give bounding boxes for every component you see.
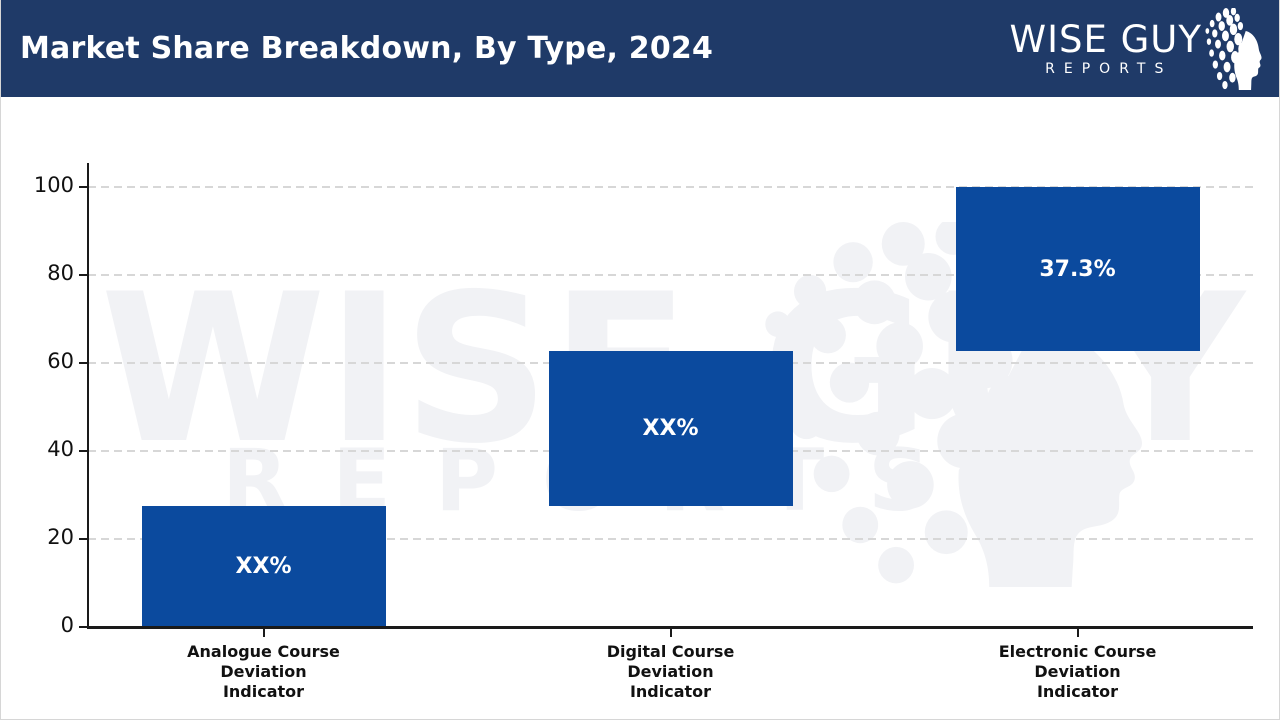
- brand-head-icon: [1205, 7, 1262, 90]
- x-category-label: Analogue Course Deviation Indicator: [187, 642, 340, 701]
- y-tick-mark: [79, 362, 88, 364]
- brand-name: WISE GUY: [1009, 18, 1202, 61]
- x-category-label: Digital Course Deviation Indicator: [606, 642, 735, 701]
- brand-logo-text: WISE GUY REPORTS: [1010, 21, 1202, 76]
- bar-value-label: XX%: [642, 416, 699, 442]
- brand-logo: WISE GUY REPORTS: [1010, 7, 1266, 90]
- y-tick-label: 100: [33, 173, 74, 197]
- y-tick-mark: [79, 274, 88, 276]
- header-bar: Market Share Breakdown, By Type, 2024 WI…: [0, 0, 1280, 97]
- x-tick-mark: [1076, 629, 1079, 637]
- y-tick-label: 80: [47, 261, 74, 285]
- y-tick-label: 0: [60, 613, 74, 637]
- page-title: Market Share Breakdown, By Type, 2024: [20, 31, 714, 66]
- gridline-y-20: [88, 538, 1253, 540]
- y-tick-mark: [79, 450, 88, 452]
- bar-segment[interactable]: XX%: [141, 506, 386, 627]
- bar-value-label: 37.3%: [1039, 256, 1116, 282]
- x-tick-mark: [669, 629, 672, 637]
- y-tick-mark: [79, 186, 88, 188]
- bar-value-label: XX%: [235, 554, 292, 579]
- gridline-y-100: [88, 186, 1253, 188]
- y-tick-mark: [79, 538, 88, 540]
- x-category-label: Electronic Course Deviation Indicator: [998, 642, 1157, 701]
- x-axis: [88, 626, 1253, 629]
- y-tick-label: 20: [47, 525, 74, 549]
- x-tick-mark: [262, 629, 265, 637]
- y-tick-mark: [79, 626, 88, 628]
- y-tick-label: 40: [47, 437, 74, 461]
- y-axis: [87, 163, 89, 629]
- gridline-y-80: [88, 274, 1253, 276]
- y-tick-label: 60: [47, 349, 74, 373]
- bar-segment[interactable]: 37.3%: [955, 187, 1200, 352]
- brand-subtitle: REPORTS: [1045, 61, 1173, 77]
- bar-segment[interactable]: XX%: [548, 351, 793, 506]
